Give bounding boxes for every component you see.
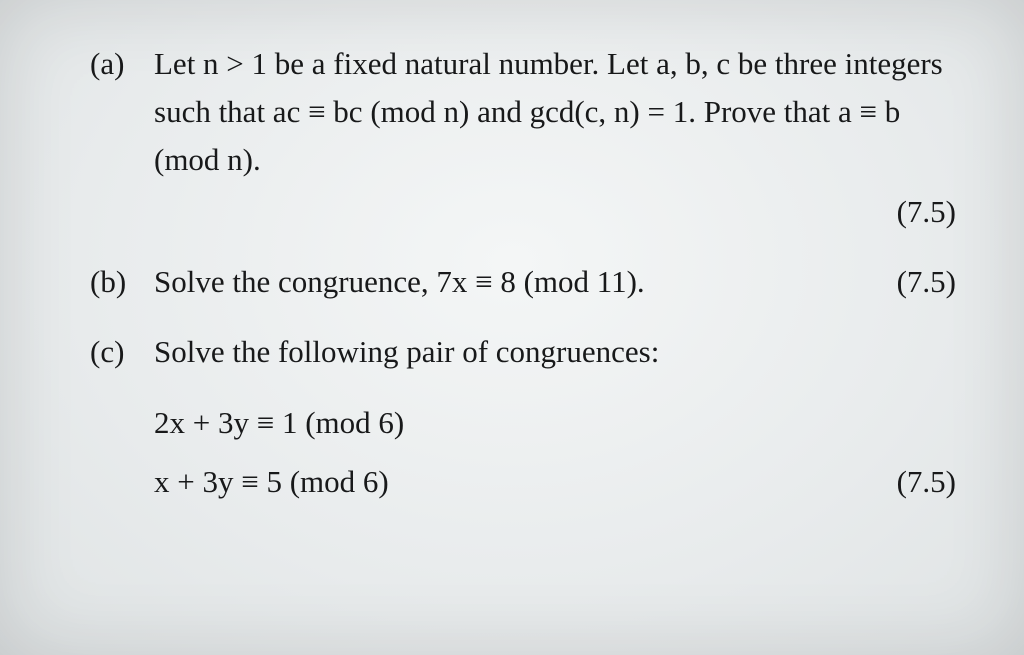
question-b-label: (b): [90, 258, 126, 306]
exam-page: (a) Let n > 1 be a fixed natural number.…: [0, 0, 1024, 655]
equation-1: 2x + 3y ≡ 1 (mod 6): [154, 394, 964, 453]
question-c-equations: 2x + 3y ≡ 1 (mod 6) x + 3y ≡ 5 (mod 6) (…: [154, 394, 964, 512]
question-b-body: Solve the congruence, 7x ≡ 8 (mod 11).: [154, 264, 645, 299]
equation-2: x + 3y ≡ 5 (mod 6): [154, 464, 389, 499]
equation-2-row: x + 3y ≡ 5 (mod 6) (7.5): [154, 453, 964, 512]
question-a: (a) Let n > 1 be a fixed natural number.…: [90, 40, 964, 236]
question-c: (c) Solve the following pair of congruen…: [90, 328, 964, 512]
question-b: (b) Solve the congruence, 7x ≡ 8 (mod 11…: [90, 258, 964, 306]
question-c-body: Solve the following pair of congruences:: [154, 334, 659, 369]
question-a-marks: (7.5): [154, 188, 964, 236]
question-b-marks: (7.5): [897, 258, 964, 306]
question-c-label: (c): [90, 328, 124, 376]
question-c-marks: (7.5): [897, 453, 964, 512]
question-a-label: (a): [90, 40, 124, 88]
question-a-body: Let n > 1 be a fixed natural number. Let…: [154, 46, 943, 177]
